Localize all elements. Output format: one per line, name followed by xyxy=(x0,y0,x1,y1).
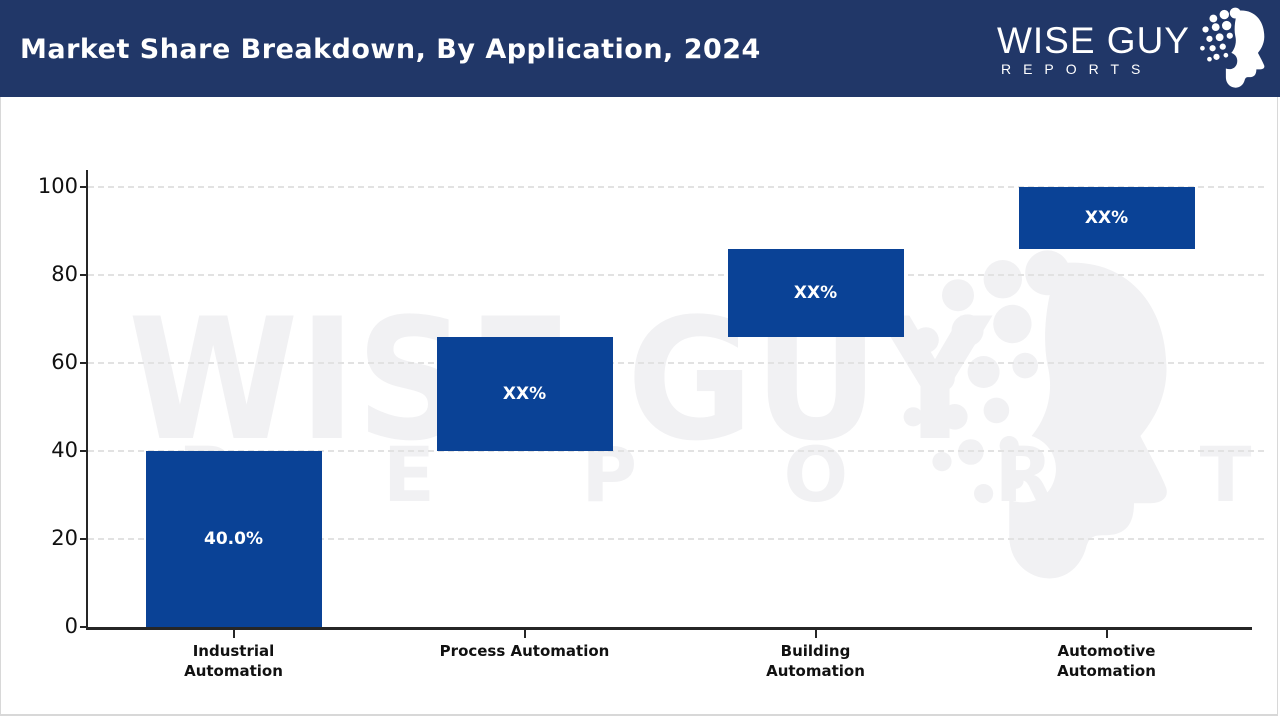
bar-process-automation: XX% xyxy=(436,336,613,451)
bar-value-label: XX% xyxy=(1084,207,1129,228)
y-tick-label-40: 40 xyxy=(51,438,78,462)
y-tick-mark-100 xyxy=(80,186,88,188)
y-tick-mark-80 xyxy=(80,274,88,276)
logo-wordmark: WISE GUY xyxy=(996,19,1190,61)
y-tick-label-100: 100 xyxy=(37,174,78,198)
bar-building: XX% xyxy=(727,248,904,337)
x-axis-line xyxy=(86,627,1252,630)
x-tick-label-line: Industrial xyxy=(192,642,275,660)
bar-value-label: 40.0% xyxy=(204,529,263,549)
chart-title: Market Share Breakdown, By Application, … xyxy=(20,34,761,65)
gridline-100 xyxy=(88,186,1264,188)
bar-automotive: XX% xyxy=(1018,187,1195,249)
head-silhouette-icon xyxy=(1200,7,1265,88)
x-tick-label-line: Building xyxy=(780,642,851,660)
y-tick-label-80: 80 xyxy=(51,262,78,286)
bar-value-label: XX% xyxy=(793,282,838,303)
x-tick-mark-1 xyxy=(523,630,526,638)
x-tick-label-3: Automotive Automation xyxy=(987,641,1227,681)
x-tick-label-line: Automation xyxy=(1057,662,1156,680)
header-bar: Market Share Breakdown, By Application, … xyxy=(0,0,1280,97)
x-tick-label-line: Process Automation xyxy=(439,642,610,660)
bar-industrial: 40.0% xyxy=(145,451,322,627)
y-tick-label-0: 0 xyxy=(64,614,78,638)
y-tick-mark-20 xyxy=(80,538,88,540)
x-tick-label-line: Automotive xyxy=(1057,642,1156,660)
bar-value-label: XX% xyxy=(502,383,547,404)
y-tick-mark-60 xyxy=(80,362,88,364)
brand-logo-text: WISE GUY REPORTS xyxy=(996,19,1190,78)
y-tick-mark-40 xyxy=(80,450,88,452)
gridline-40 xyxy=(88,450,1264,452)
x-tick-mark-0 xyxy=(232,630,235,638)
gridline-20 xyxy=(88,538,1264,540)
brand-logo: WISE GUY REPORTS xyxy=(997,6,1272,92)
x-tick-mark-3 xyxy=(1105,630,1108,638)
y-tick-label-20: 20 xyxy=(51,526,78,550)
gridline-60 xyxy=(88,362,1264,364)
x-tick-label-1: Process Automation xyxy=(405,641,645,661)
gridline-80 xyxy=(88,274,1264,276)
x-tick-label-line: Automation xyxy=(184,662,283,680)
x-tick-label-line: Automation xyxy=(766,662,865,680)
logo-subtext: REPORTS xyxy=(1000,61,1153,78)
y-axis-line xyxy=(86,170,88,629)
y-tick-mark-0 xyxy=(80,626,88,628)
x-tick-mark-2 xyxy=(814,630,817,638)
x-tick-label-0: Industrial Automation xyxy=(114,641,354,681)
x-tick-label-2: Building Automation xyxy=(696,641,936,681)
y-tick-label-60: 60 xyxy=(51,350,78,374)
